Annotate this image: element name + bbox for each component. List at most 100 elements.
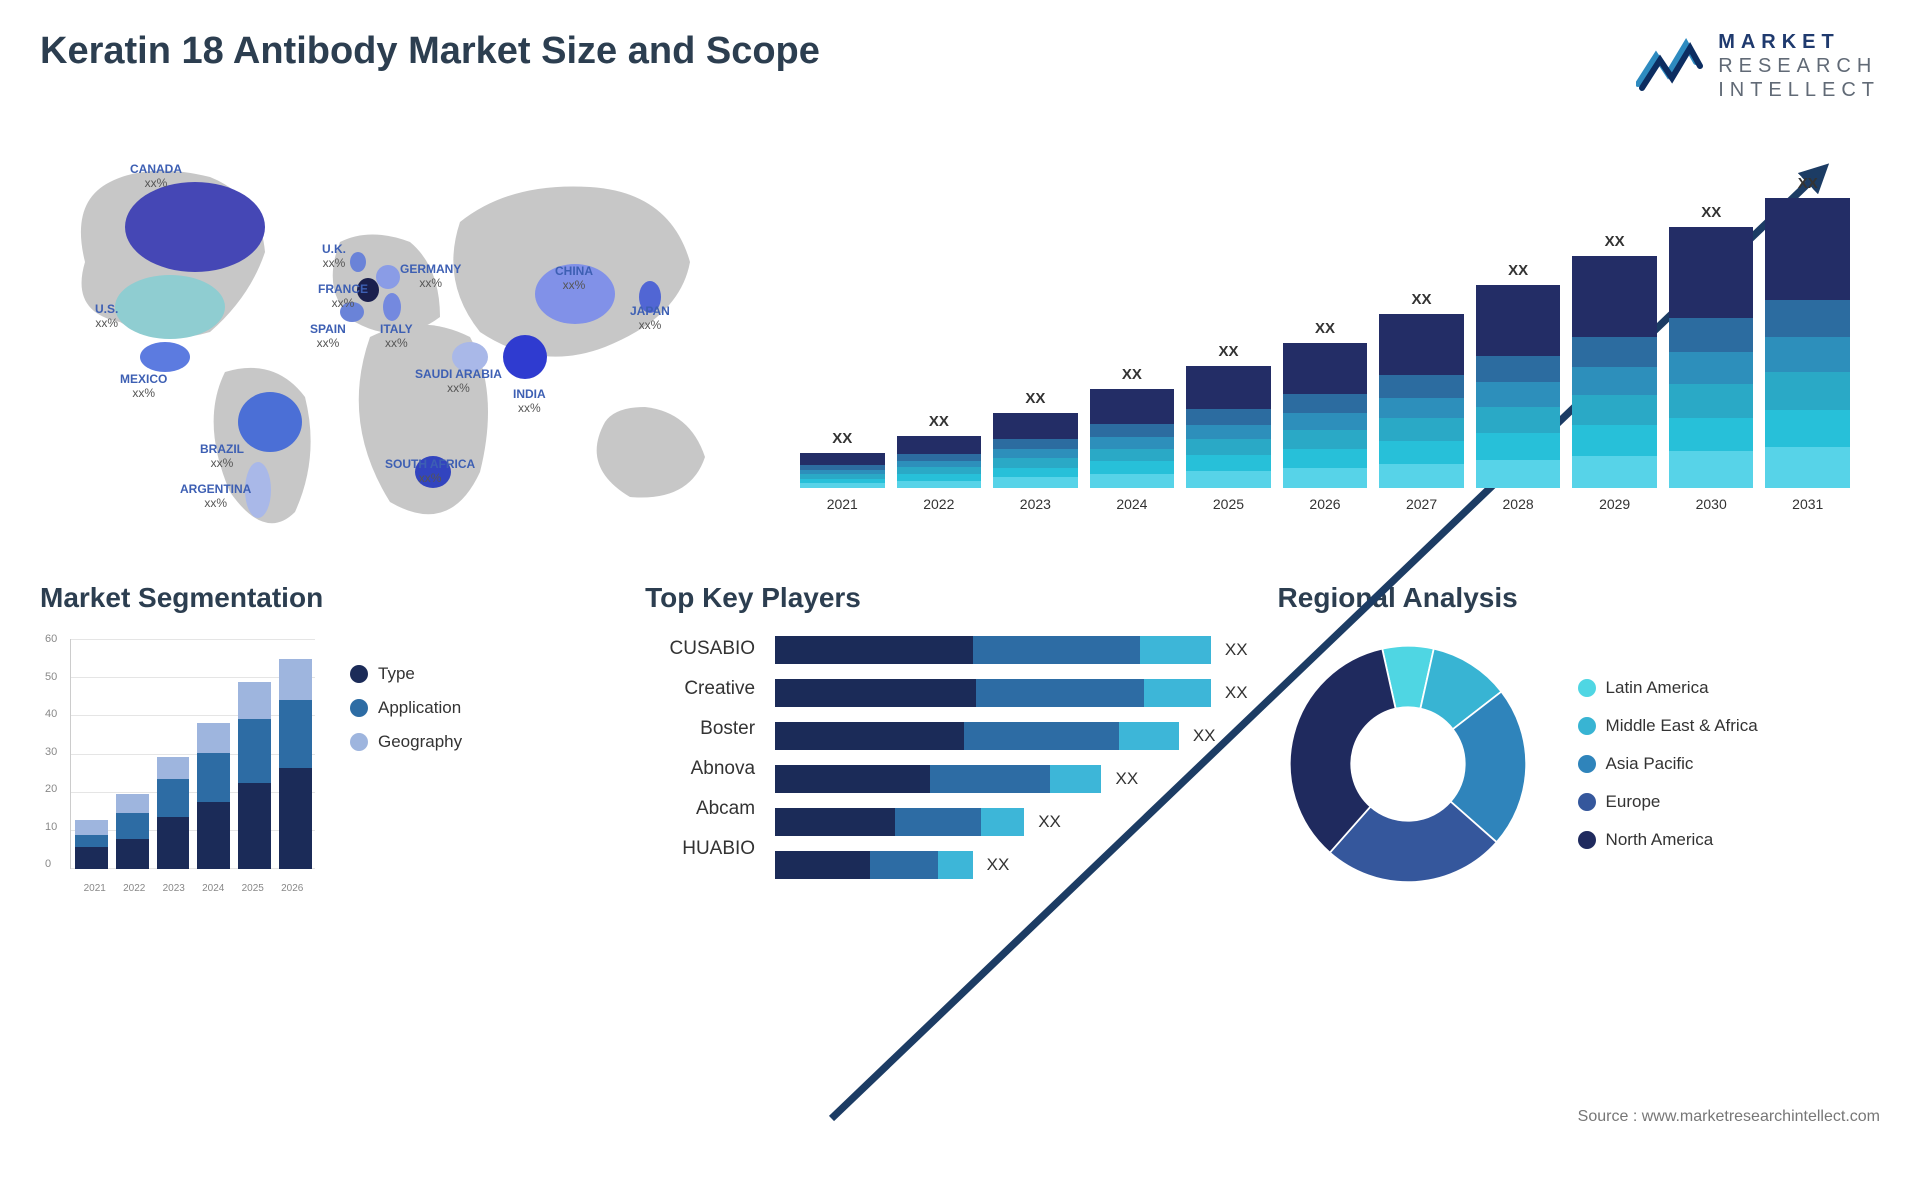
player-bar-row: XX [775, 851, 1247, 879]
growth-bar-year: 2027 [1406, 496, 1437, 512]
seg-bar [279, 659, 312, 869]
brand-line2: RESEARCH [1718, 54, 1880, 78]
player-value: XX [1193, 726, 1216, 746]
map-label: U.K.xx% [322, 242, 346, 271]
seg-x-tick: 2025 [242, 883, 264, 894]
map-label: SAUDI ARABIAxx% [415, 367, 502, 396]
seg-y-tick: 0 [45, 858, 51, 870]
legend-item: Europe [1578, 792, 1758, 812]
map-label: ARGENTINAxx% [180, 482, 251, 511]
growth-bar-value: XX [1798, 175, 1818, 192]
legend-item: Asia Pacific [1578, 754, 1758, 774]
growth-bar-value: XX [1218, 343, 1238, 360]
player-name: HUABIO [645, 838, 755, 860]
map-label: ITALYxx% [380, 322, 413, 351]
map-label: CHINAxx% [555, 264, 593, 293]
top-key-players-panel: Top Key Players CUSABIOCreativeBosterAbn… [645, 582, 1247, 942]
growth-bar-year: 2028 [1503, 496, 1534, 512]
regional-title: Regional Analysis [1278, 582, 1880, 614]
growth-bar: XX 2022 [897, 413, 982, 512]
regional-analysis-panel: Regional Analysis Latin America Middle Ea… [1278, 582, 1880, 942]
growth-bar-year: 2024 [1116, 496, 1147, 512]
regional-legend: Latin America Middle East & Africa Asia Pa… [1578, 678, 1758, 850]
seg-y-tick: 20 [45, 783, 57, 795]
growth-bar-value: XX [1701, 204, 1721, 221]
map-label: U.S.xx% [95, 302, 118, 331]
source-line: Source : www.marketresearchintellect.com [1578, 1108, 1880, 1126]
map-label: GERMANYxx% [400, 262, 461, 291]
player-value: XX [1225, 683, 1248, 703]
player-bar-row: XX [775, 808, 1247, 836]
growth-bar: XX 2023 [993, 390, 1078, 512]
player-bar-row: XX [775, 722, 1247, 750]
growth-bar-year: 2031 [1792, 496, 1823, 512]
map-label: JAPANxx% [630, 304, 670, 333]
growth-bar-value: XX [929, 413, 949, 430]
map-label: SOUTH AFRICAxx% [385, 457, 475, 486]
growth-bar-year: 2030 [1696, 496, 1727, 512]
map-label: BRAZILxx% [200, 442, 244, 471]
seg-bar [238, 682, 271, 870]
seg-y-tick: 60 [45, 633, 57, 645]
growth-bar-year: 2023 [1020, 496, 1051, 512]
page-title: Keratin 18 Antibody Market Size and Scop… [40, 30, 820, 73]
player-value: XX [1038, 812, 1061, 832]
growth-bar-year: 2026 [1309, 496, 1340, 512]
growth-bar: XX 2028 [1476, 262, 1561, 512]
growth-bar: XX 2029 [1572, 233, 1657, 512]
market-segmentation-panel: Market Segmentation 0102030405060 202120… [40, 582, 615, 942]
player-value: XX [987, 855, 1010, 875]
players-title: Top Key Players [645, 582, 1247, 614]
growth-bar-value: XX [832, 430, 852, 447]
map-label: CANADAxx% [130, 162, 182, 191]
growth-bar: XX 2024 [1090, 366, 1175, 512]
map-label: INDIAxx% [513, 387, 546, 416]
seg-y-tick: 40 [45, 708, 57, 720]
player-name: CUSABIO [645, 638, 755, 660]
growth-bar-year: 2021 [827, 496, 858, 512]
growth-bar-value: XX [1025, 390, 1045, 407]
seg-x-tick: 2026 [281, 883, 303, 894]
player-bar-row: XX [775, 636, 1247, 664]
growth-bar: XX 2030 [1669, 204, 1754, 512]
legend-item: Geography [350, 732, 462, 752]
player-value: XX [1225, 640, 1248, 660]
legend-item: Latin America [1578, 678, 1758, 698]
map-label: SPAINxx% [310, 322, 346, 351]
growth-bar: XX2025 [1186, 343, 1271, 512]
growth-bar-value: XX [1605, 233, 1625, 250]
growth-bar: XX 2026 [1283, 320, 1368, 512]
segmentation-title: Market Segmentation [40, 582, 615, 614]
growth-bar-chart: XX2021XX2022XX2023XX2024XX2025XX2026XX20… [770, 122, 1870, 542]
brand-logo: MARKET RESEARCH INTELLECT [1636, 30, 1880, 102]
growth-bar-value: XX [1122, 366, 1142, 383]
segmentation-chart: 0102030405060 202120222023202420252026 [40, 634, 320, 894]
brand-swoosh-icon [1636, 38, 1708, 94]
segmentation-legend: Type Application Geography [350, 634, 462, 752]
seg-y-tick: 50 [45, 671, 57, 683]
map-label: FRANCExx% [318, 282, 368, 311]
legend-item: Middle East & Africa [1578, 716, 1758, 736]
legend-item: Type [350, 664, 462, 684]
growth-bar: XX 2027 [1379, 291, 1464, 512]
growth-bar-value: XX [1412, 291, 1432, 308]
brand-line3: INTELLECT [1718, 78, 1880, 102]
player-bar-row: XX [775, 765, 1247, 793]
legend-item: North America [1578, 830, 1758, 850]
growth-bar-value: XX [1315, 320, 1335, 337]
player-bar-row: XX [775, 679, 1247, 707]
legend-item: Application [350, 698, 462, 718]
growth-bar-value: XX [1508, 262, 1528, 279]
regional-donut [1278, 634, 1538, 894]
player-name: Creative [645, 678, 755, 700]
seg-bar [157, 757, 190, 870]
player-name: Abcam [645, 798, 755, 820]
growth-bar: XX 2021 [800, 430, 885, 512]
growth-bar-year: 2022 [923, 496, 954, 512]
growth-bar-year: 2029 [1599, 496, 1630, 512]
seg-y-tick: 30 [45, 746, 57, 758]
seg-bar [75, 820, 108, 869]
seg-x-tick: 2022 [123, 883, 145, 894]
seg-x-tick: 2024 [202, 883, 224, 894]
map-label: MEXICOxx% [120, 372, 167, 401]
